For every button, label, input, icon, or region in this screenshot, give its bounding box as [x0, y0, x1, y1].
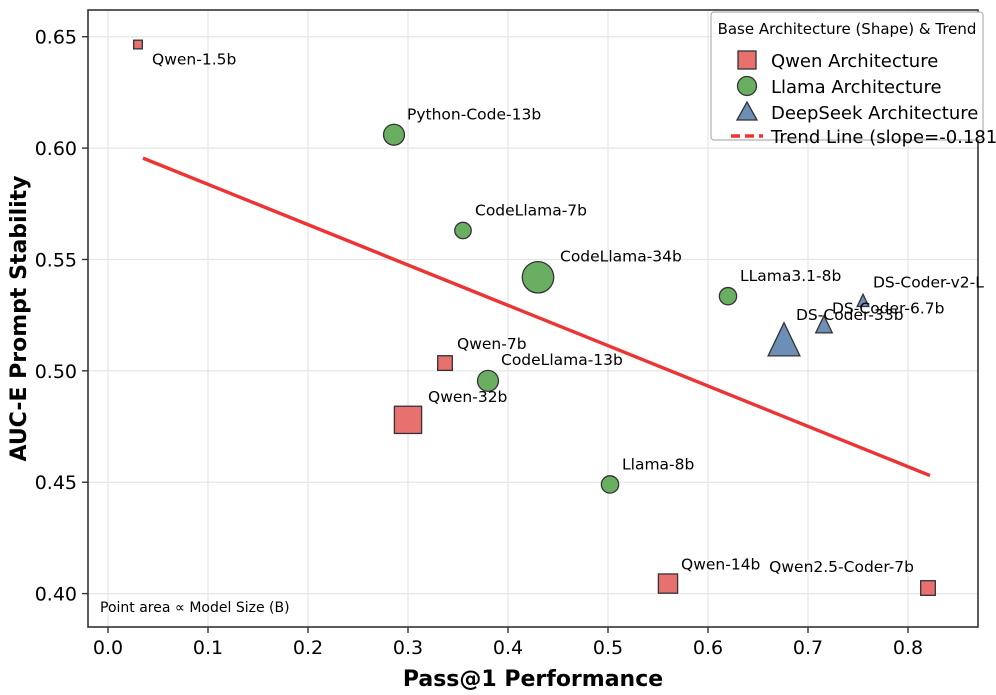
data-point-circle[interactable]: [600, 475, 620, 494]
data-point-circle[interactable]: [476, 369, 500, 392]
legend-marker-square: [737, 50, 757, 70]
data-point-circle[interactable]: [382, 123, 406, 146]
point-label: Qwen-7b: [457, 335, 527, 353]
axis-titles: Pass@1 Performance AUC-E Prompt Stability: [7, 175, 663, 692]
x-tick-label: 0.4: [493, 637, 523, 659]
y-tick-label: 0.45: [35, 472, 77, 494]
data-points: [133, 39, 936, 596]
y-tick-label: 0.60: [35, 138, 77, 160]
data-point-square[interactable]: [133, 39, 143, 50]
x-tick-label: 0.1: [193, 637, 223, 659]
point-label: Qwen-14b: [681, 556, 760, 574]
legend-marker-triangle: [735, 100, 759, 121]
x-axis-title: Pass@1 Performance: [403, 667, 663, 692]
point-label: Qwen-32b: [428, 388, 507, 406]
y-tick-label: 0.55: [35, 249, 77, 271]
legend-entry-label[interactable]: DeepSeek Architecture: [771, 103, 978, 124]
data-point-square[interactable]: [437, 355, 453, 372]
x-tick-label: 0.2: [293, 637, 323, 659]
point-label: CodeLlama-34b: [560, 247, 682, 265]
data-point-circle[interactable]: [454, 221, 472, 240]
y-axis-title: AUC-E Prompt Stability: [7, 175, 32, 461]
y-tick-label: 0.50: [35, 361, 77, 383]
point-label: CodeLlama-7b: [475, 202, 587, 220]
point-label: DS-Coder-v2-L: [873, 273, 984, 291]
legend-marker-circle: [736, 75, 758, 97]
point-label: Llama-8b: [622, 455, 694, 473]
point-label: DS-Coder-33b: [796, 306, 904, 324]
data-point-triangle[interactable]: [814, 314, 834, 334]
trend-line-path: [142, 156, 931, 478]
data-point-triangle[interactable]: [767, 321, 801, 357]
point-label: CodeLlama-13b: [501, 351, 623, 369]
x-tick-label: 0.3: [393, 637, 423, 659]
chart-legend[interactable]: Base Architecture (Shape) & Trend Qwen Ar…: [710, 11, 996, 148]
x-tick-label: 0.6: [693, 637, 723, 659]
point-label: Python-Code-13b: [407, 106, 541, 124]
x-tick-label: 0.7: [793, 637, 823, 659]
x-tick-label: 0.5: [593, 637, 623, 659]
legend-background: [710, 11, 984, 141]
point-labels: Qwen-1.5b Qwen-7b Qwen-32b Qwen-14b Qwen2.5-…: [152, 51, 984, 576]
data-point-square[interactable]: [393, 405, 423, 435]
data-point-square[interactable]: [920, 580, 936, 596]
data-point-square[interactable]: [657, 573, 679, 594]
data-point-circle[interactable]: [521, 260, 555, 294]
point-label: Qwen-1.5b: [152, 51, 236, 69]
point-label: DS-Coder-6.7b: [832, 300, 945, 318]
trend-line: [142, 156, 931, 478]
axes-spines: [87, 9, 979, 628]
legend-entry-label[interactable]: Llama Architecture: [771, 77, 942, 98]
legend-entry-label[interactable]: Trend Line (slope=-0.181): [770, 127, 996, 148]
y-tick-label: 0.40: [35, 584, 77, 606]
y-tick-label: 0.65: [35, 27, 77, 49]
point-label: Qwen2.5-Coder-7b: [769, 558, 914, 576]
axis-ticks: 0.0 0.1 0.2 0.3 0.4 0.5 0.6 0.7 0.8 0.40 0.45 0.50 0…: [35, 27, 923, 659]
point-label: LLama3.1-8b: [740, 267, 841, 285]
plot-frame: [87, 9, 979, 628]
size-annotation-text: Point area ∝ Model Size (B): [100, 600, 290, 616]
legend-title: Base Architecture (Shape) & Trend: [718, 20, 977, 38]
data-point-circle[interactable]: [718, 286, 738, 306]
size-annotation: Point area ∝ Model Size (B): [100, 600, 290, 616]
legend-entry-label[interactable]: Qwen Architecture: [771, 51, 938, 72]
data-point-triangle[interactable]: [856, 292, 870, 308]
x-tick-label: 0.0: [93, 637, 123, 659]
grid-lines: [88, 10, 978, 627]
x-tick-label: 0.8: [893, 637, 923, 659]
